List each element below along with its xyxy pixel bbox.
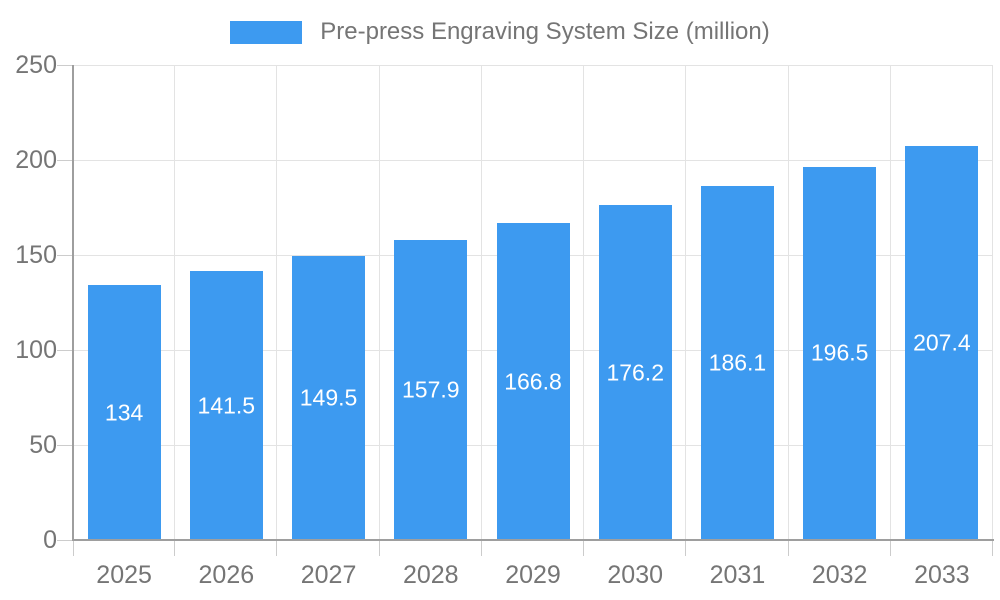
bar-value-label: 141.5 (197, 392, 256, 419)
x-axis-category-label: 2031 (709, 561, 766, 589)
bar-value-label: 166.8 (504, 368, 562, 395)
gridline-vertical (174, 65, 176, 540)
x-axis-tick (583, 541, 585, 556)
bar-2033: 207.4 (905, 145, 979, 540)
legend-label: Pre-press Engraving System Size (million… (320, 18, 770, 45)
bar-2030: 176.2 (598, 205, 672, 540)
bar-2028: 157.9 (394, 240, 468, 540)
x-axis-category-label: 2025 (96, 561, 152, 589)
bar-2027: 149.5 (292, 255, 366, 540)
y-axis-tick (57, 255, 72, 256)
y-axis-tick-label: 250 (15, 51, 57, 79)
y-axis-tick (57, 160, 72, 161)
y-axis-tick-label: 100 (15, 336, 57, 364)
y-axis-tick (57, 445, 72, 446)
gridline-vertical (276, 65, 278, 540)
gridline-vertical (378, 65, 380, 540)
gridline-horizontal (73, 65, 993, 66)
y-axis-tick-label: 50 (29, 431, 57, 459)
bar-2032: 196.5 (803, 166, 877, 540)
gridline-vertical (992, 65, 993, 540)
bar-value-label: 134 (104, 399, 144, 426)
x-axis-tick (685, 541, 687, 556)
gridline-vertical (685, 65, 687, 540)
bar-2029: 166.8 (496, 223, 570, 540)
bar-value-label: 176.2 (606, 359, 664, 386)
gridline-vertical (583, 65, 585, 540)
legend-swatch (230, 20, 303, 44)
x-axis-category-label: 2026 (198, 561, 255, 589)
y-axis-tick-label: 150 (15, 241, 57, 269)
x-axis-tick (889, 541, 891, 556)
gridline-vertical (889, 65, 891, 540)
x-axis-category-label: 2028 (402, 561, 459, 589)
bar-2031: 186.1 (700, 186, 774, 540)
y-axis-line (72, 65, 74, 540)
x-axis-tick (992, 541, 993, 556)
bar-value-label: 186.1 (708, 349, 767, 376)
x-axis-tick (480, 541, 482, 556)
x-axis-category-label: 2032 (811, 561, 868, 589)
gridline-vertical (480, 65, 482, 540)
y-axis-tick-label: 200 (15, 146, 57, 174)
x-axis-tick (378, 541, 380, 556)
gridline-vertical (787, 65, 789, 540)
x-axis-category-label: 2027 (300, 561, 357, 589)
x-axis-line (72, 539, 994, 541)
bar-value-label: 157.9 (401, 376, 460, 403)
y-axis-tick (57, 350, 72, 351)
x-axis-tick (73, 541, 74, 556)
y-axis-tick (57, 65, 72, 66)
x-axis-category-label: 2033 (914, 561, 970, 589)
y-axis-tick-label: 0 (43, 526, 57, 554)
x-axis-tick (276, 541, 278, 556)
bar-2026: 141.5 (189, 271, 263, 540)
bar-value-label: 196.5 (810, 339, 869, 366)
x-axis-category-label: 2029 (505, 561, 561, 589)
x-axis-tick (787, 541, 789, 556)
y-axis-tick (57, 540, 72, 541)
bar-value-label: 149.5 (299, 384, 358, 411)
bar-value-label: 207.4 (913, 329, 971, 356)
bar-2025: 134 (87, 285, 161, 540)
x-axis-tick (174, 541, 176, 556)
plot-area: 134 141.5 149.5 157.9 166.8 176.2 186.1 196.5 20… (57, 65, 994, 556)
legend-item[interactable]: Pre-press Engraving System Size (million… (0, 18, 1000, 46)
gridline-horizontal (73, 160, 993, 161)
x-axis-category-label: 2030 (607, 561, 664, 589)
